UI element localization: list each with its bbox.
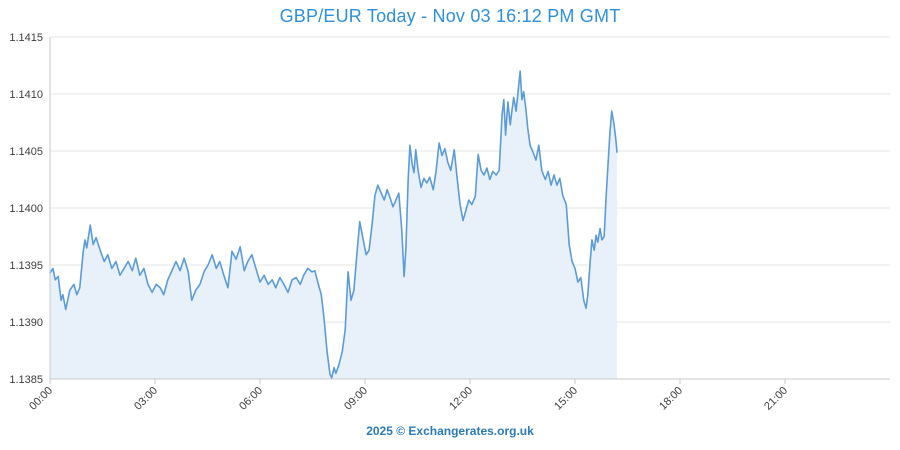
price-line-series <box>49 70 618 379</box>
x-axis-label: 00:00 <box>27 385 55 413</box>
x-axis-label: 15:00 <box>552 385 580 413</box>
price-area-fill <box>50 71 617 379</box>
y-axis-label: 1.1415 <box>9 32 43 44</box>
series-area <box>50 71 617 379</box>
x-axis-label: 21:00 <box>762 385 790 413</box>
x-axis-label: 09:00 <box>342 385 370 413</box>
y-axis-labels: 1.1415 1.1410 1.1405 1.1400 1.1395 1.1390 1.13… <box>9 32 43 386</box>
footer-credit-link[interactable]: 2025 © Exchangerates.org.uk <box>366 424 534 438</box>
x-axis-label: 06:00 <box>237 385 265 413</box>
y-axis-label: 1.1385 <box>9 374 43 386</box>
x-axis-labels: 00:00 03:00 06:00 09:00 12:00 15:00 18:00 21:00 <box>27 385 790 413</box>
chart-title: GBP/EUR Today - Nov 03 16:12 PM GMT <box>279 6 621 26</box>
y-axis-label: 1.1395 <box>9 260 43 272</box>
y-axis-label: 1.1400 <box>9 203 43 215</box>
x-axis-label: 18:00 <box>657 385 685 413</box>
y-axis-label: 1.1390 <box>9 317 43 329</box>
x-axis-label: 12:00 <box>447 385 475 413</box>
series-line <box>49 70 618 379</box>
x-axis-label: 03:00 <box>132 385 160 413</box>
y-axis-label: 1.1410 <box>9 89 43 101</box>
y-axis-label: 1.1405 <box>9 146 43 158</box>
x-axis-ticks <box>49 379 786 384</box>
